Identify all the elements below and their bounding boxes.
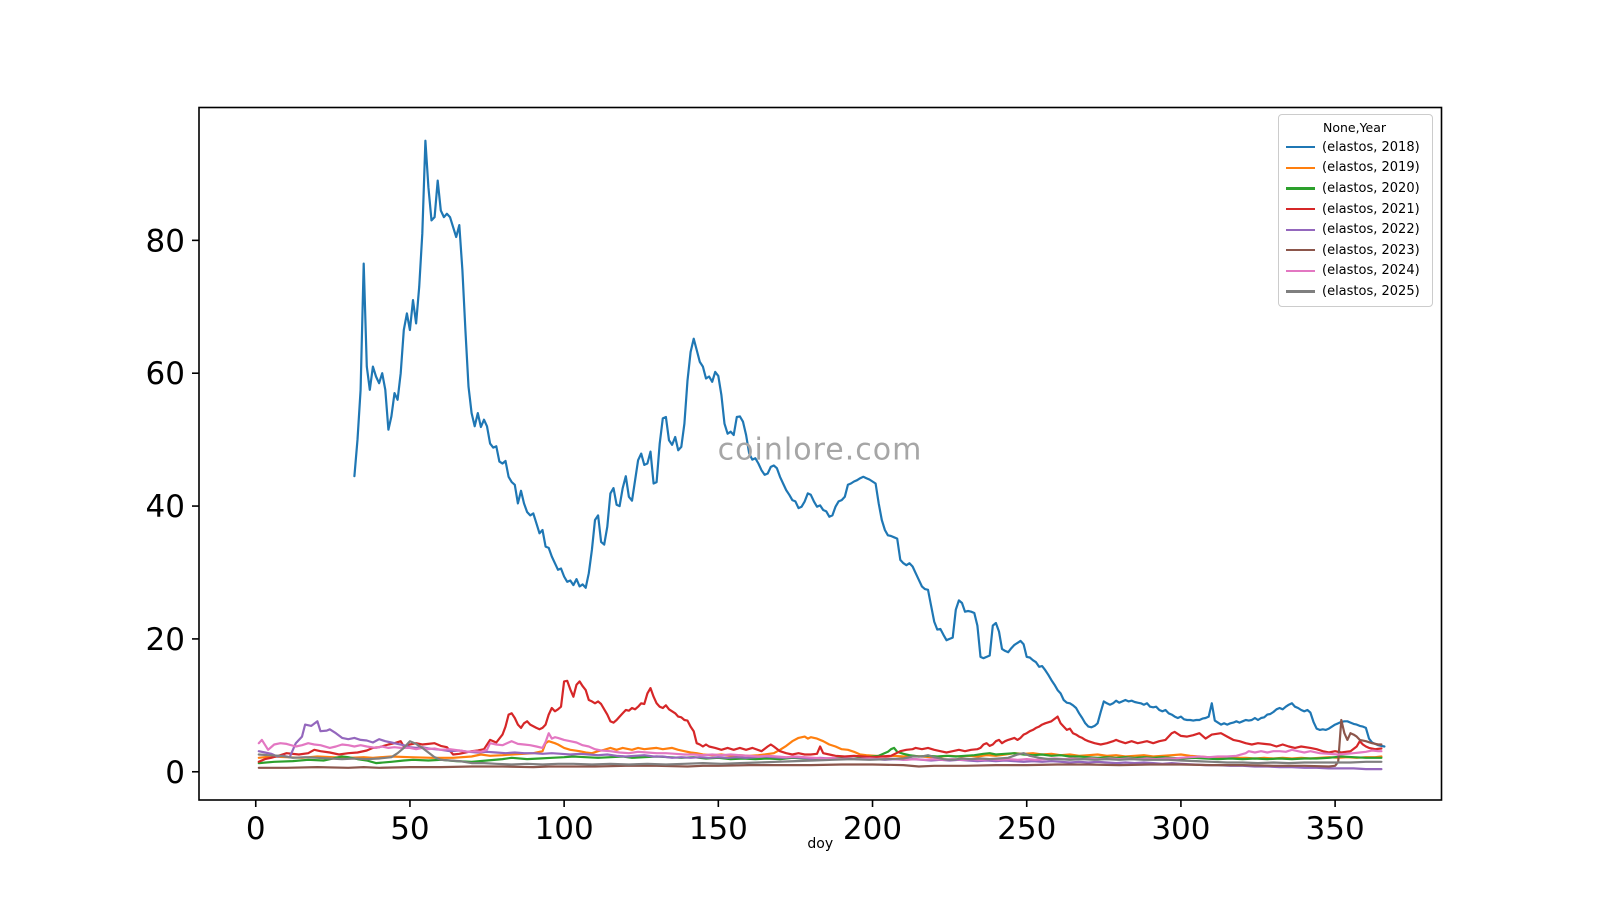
legend-line-swatch xyxy=(1286,166,1315,169)
series-line-2023 xyxy=(257,718,1383,769)
x-tick-label: 350 xyxy=(1306,811,1365,847)
x-tick-label: 0 xyxy=(246,811,266,847)
x-tick-label: 250 xyxy=(997,811,1056,847)
legend-item-label: (elastos, 2019) xyxy=(1322,160,1420,176)
legend-item-label: (elastos, 2022) xyxy=(1322,222,1420,238)
legend-item-label: (elastos, 2018) xyxy=(1322,139,1420,155)
y-tick-label: 60 xyxy=(146,356,185,392)
legend-item-label: (elastos, 2024) xyxy=(1322,263,1420,279)
y-tick-label: 0 xyxy=(165,755,185,791)
legend-item-label: (elastos, 2023) xyxy=(1322,242,1420,258)
legend: None,Year (elastos, 2018) (elastos, 2019)… xyxy=(1278,114,1433,307)
y-tick-label: 20 xyxy=(146,622,185,658)
legend-line-swatch xyxy=(1286,290,1315,293)
series-line-2022 xyxy=(257,720,1383,771)
legend-item-2019: (elastos, 2019) xyxy=(1279,158,1432,179)
legend-item-label: (elastos, 2020) xyxy=(1322,180,1420,196)
legend-item-2022: (elastos, 2022) xyxy=(1279,219,1432,240)
legend-line-swatch xyxy=(1286,146,1315,149)
x-tick-label: 150 xyxy=(689,811,748,847)
tick-marks xyxy=(192,239,1336,807)
legend-item-label: (elastos, 2021) xyxy=(1322,201,1420,217)
legend-item-2018: (elastos, 2018) xyxy=(1279,137,1432,158)
legend-line-swatch xyxy=(1286,269,1315,272)
tick-labels: 0 50 100 150 200 250 300 350 0 20 40 60 80 xyxy=(146,223,1365,847)
legend-item-2021: (elastos, 2021) xyxy=(1279,199,1432,220)
x-tick-label: 50 xyxy=(390,811,429,847)
legend-title: None,Year xyxy=(1323,120,1387,135)
series-line-2024 xyxy=(257,732,1383,761)
legend-item-2020: (elastos, 2020) xyxy=(1279,178,1432,199)
legend-items: (elastos, 2018) (elastos, 2019) (elastos, … xyxy=(1279,137,1432,302)
series-line-2025 xyxy=(257,740,1383,766)
legend-line-swatch xyxy=(1286,187,1315,190)
x-axis-label: doy xyxy=(807,836,833,852)
series-line-2021 xyxy=(257,679,1383,763)
legend-item-2023: (elastos, 2023) xyxy=(1279,240,1432,261)
watermark: coinlore.com xyxy=(717,432,923,468)
axes-spines xyxy=(198,106,1443,801)
x-tick-label: 200 xyxy=(843,811,902,847)
x-tick-label: 300 xyxy=(1151,811,1210,847)
x-tick-label: 100 xyxy=(535,811,594,847)
y-tick-label: 40 xyxy=(146,489,185,525)
series-line-2018 xyxy=(353,139,1386,748)
legend-line-swatch xyxy=(1286,207,1315,211)
legend-line-swatch xyxy=(1286,249,1315,252)
series-lines xyxy=(257,139,1386,771)
legend-item-label: (elastos, 2025) xyxy=(1322,283,1420,299)
legend-line-swatch xyxy=(1286,228,1315,231)
legend-item-2024: (elastos, 2024) xyxy=(1279,261,1432,282)
legend-item-2025: (elastos, 2025) xyxy=(1279,281,1432,302)
y-tick-label: 80 xyxy=(146,223,185,259)
